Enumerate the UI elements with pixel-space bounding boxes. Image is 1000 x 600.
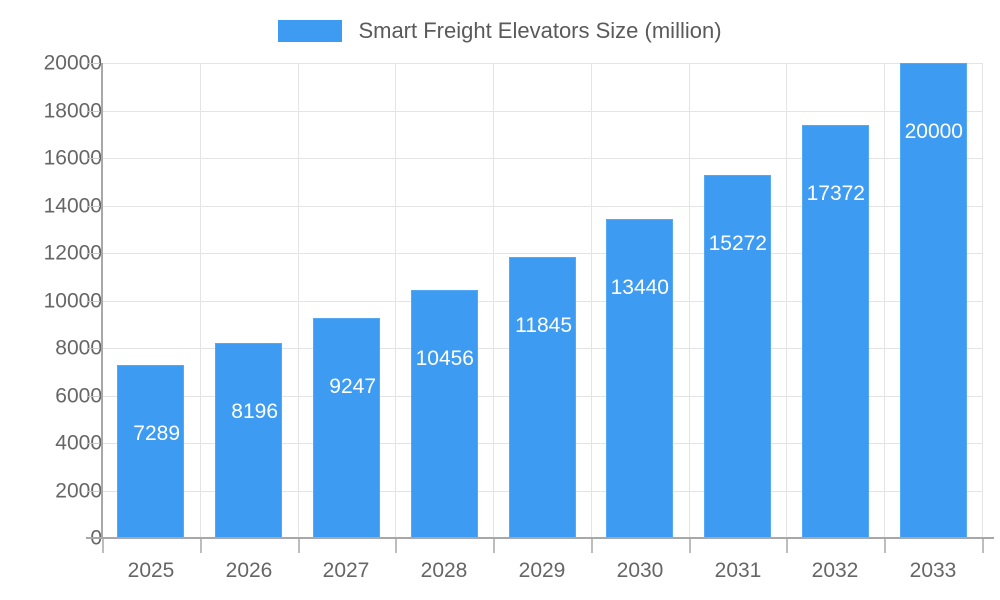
x-tick-mark [200, 539, 202, 553]
y-gridline [102, 206, 982, 207]
y-tick-mark [88, 63, 100, 64]
y-tick-label: 16000 [43, 146, 102, 170]
bar[interactable] [215, 343, 282, 538]
y-tick-mark [88, 253, 100, 254]
x-tick-label: 2032 [811, 559, 859, 582]
x-tick-mark [884, 539, 886, 553]
y-gridline [102, 63, 982, 64]
bar[interactable] [313, 318, 380, 538]
bar-value-label: 9247 [329, 375, 376, 398]
chart-legend: Smart Freight Elevators Size (million) [0, 10, 1000, 52]
y-axis: 0200040006000800010000120001400016000180… [0, 0, 102, 600]
bar-value-label: 17372 [806, 182, 865, 205]
bar-value-label: 15272 [708, 232, 767, 255]
bar[interactable] [606, 219, 673, 538]
x-gridline [298, 63, 299, 538]
x-gridline [689, 63, 690, 538]
x-gridline [786, 63, 787, 538]
x-gridline [200, 63, 201, 538]
y-tick-mark [88, 111, 100, 112]
y-tick-mark [88, 158, 100, 159]
bar[interactable] [117, 365, 184, 538]
y-gridline [102, 158, 982, 159]
y-tick-mark [88, 301, 100, 302]
x-tick-mark [591, 539, 593, 553]
x-tick-label: 2031 [714, 559, 762, 582]
bar-value-label: 8196 [231, 400, 278, 423]
x-gridline [493, 63, 494, 538]
bar-value-label: 11845 [515, 314, 572, 337]
x-tick-mark [102, 539, 104, 553]
bar[interactable] [802, 125, 869, 538]
x-gridline [395, 63, 396, 538]
bar[interactable] [704, 175, 771, 538]
x-tick-mark [395, 539, 397, 553]
y-tick-mark [88, 396, 100, 397]
y-tick-mark [88, 443, 100, 444]
y-gridline [102, 111, 982, 112]
bar-value-label: 10456 [415, 347, 474, 370]
bar-value-label: 20000 [904, 120, 963, 143]
plot-area: 7289 8196 9247 10456 11845 13440 15272 17372 200… [102, 63, 983, 539]
x-gridline [982, 63, 983, 538]
y-tick-label: 8000 [55, 336, 102, 360]
x-tick-label: 2026 [225, 559, 273, 582]
x-gridline [884, 63, 885, 538]
bar[interactable] [509, 257, 576, 538]
y-tick-label: 2000 [55, 479, 102, 502]
legend-swatch-icon [278, 20, 343, 42]
x-tick-mark [493, 539, 495, 553]
y-axis-line [101, 63, 103, 539]
y-tick-label: 10000 [43, 289, 102, 312]
x-tick-label: 2030 [616, 559, 664, 582]
y-tick-mark [88, 348, 100, 349]
x-tick-label: 2027 [322, 559, 370, 582]
x-tick-label: 2028 [420, 559, 468, 582]
y-tick-mark [88, 206, 100, 207]
x-tick-label: 2033 [909, 559, 957, 582]
y-tick-label: 20000 [43, 51, 102, 75]
x-gridline [591, 63, 592, 538]
x-tick-mark [689, 539, 691, 553]
bar-value-label: 13440 [610, 276, 669, 299]
x-tick-mark [786, 539, 788, 553]
y-tick-label: 6000 [55, 384, 102, 407]
y-tick-label: 4000 [55, 431, 102, 455]
x-tick-label: 2029 [518, 559, 566, 582]
x-tick-label: 2025 [127, 559, 175, 582]
legend-label: Smart Freight Elevators Size (million) [358, 18, 722, 43]
x-axis-line [86, 537, 994, 539]
bar-value-label: 7289 [133, 422, 180, 445]
x-tick-mark [298, 539, 300, 553]
y-tick-label: 18000 [43, 99, 102, 122]
y-tick-label: 12000 [43, 241, 102, 265]
x-tick-mark [982, 539, 984, 553]
bar[interactable] [411, 290, 478, 538]
y-tick-label: 14000 [43, 194, 102, 217]
y-tick-mark [88, 491, 100, 492]
y-gridline [102, 253, 982, 254]
